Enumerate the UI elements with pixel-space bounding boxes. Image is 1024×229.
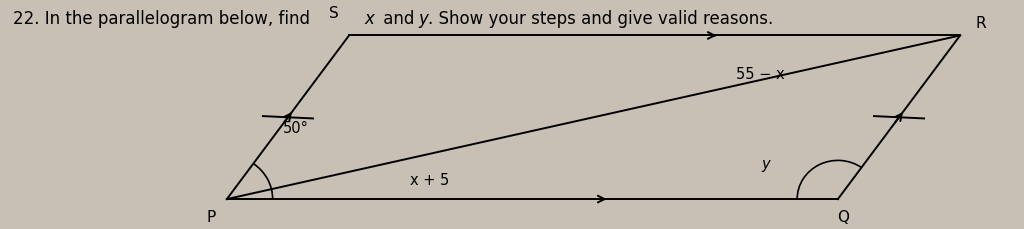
Text: y: y: [418, 10, 428, 27]
Text: y: y: [762, 156, 770, 171]
Text: 55 − x: 55 − x: [736, 67, 784, 82]
Text: x: x: [365, 10, 374, 27]
Text: R: R: [976, 16, 986, 31]
Text: 50°: 50°: [283, 120, 308, 135]
Text: . Show your steps and give valid reasons.: . Show your steps and give valid reasons…: [428, 10, 774, 27]
Text: 22. In the parallelogram below, find: 22. In the parallelogram below, find: [13, 10, 315, 27]
Text: S: S: [329, 6, 339, 21]
Text: P: P: [207, 209, 216, 224]
Text: x + 5: x + 5: [411, 173, 450, 188]
Text: and: and: [378, 10, 419, 27]
Text: Q: Q: [837, 209, 849, 224]
